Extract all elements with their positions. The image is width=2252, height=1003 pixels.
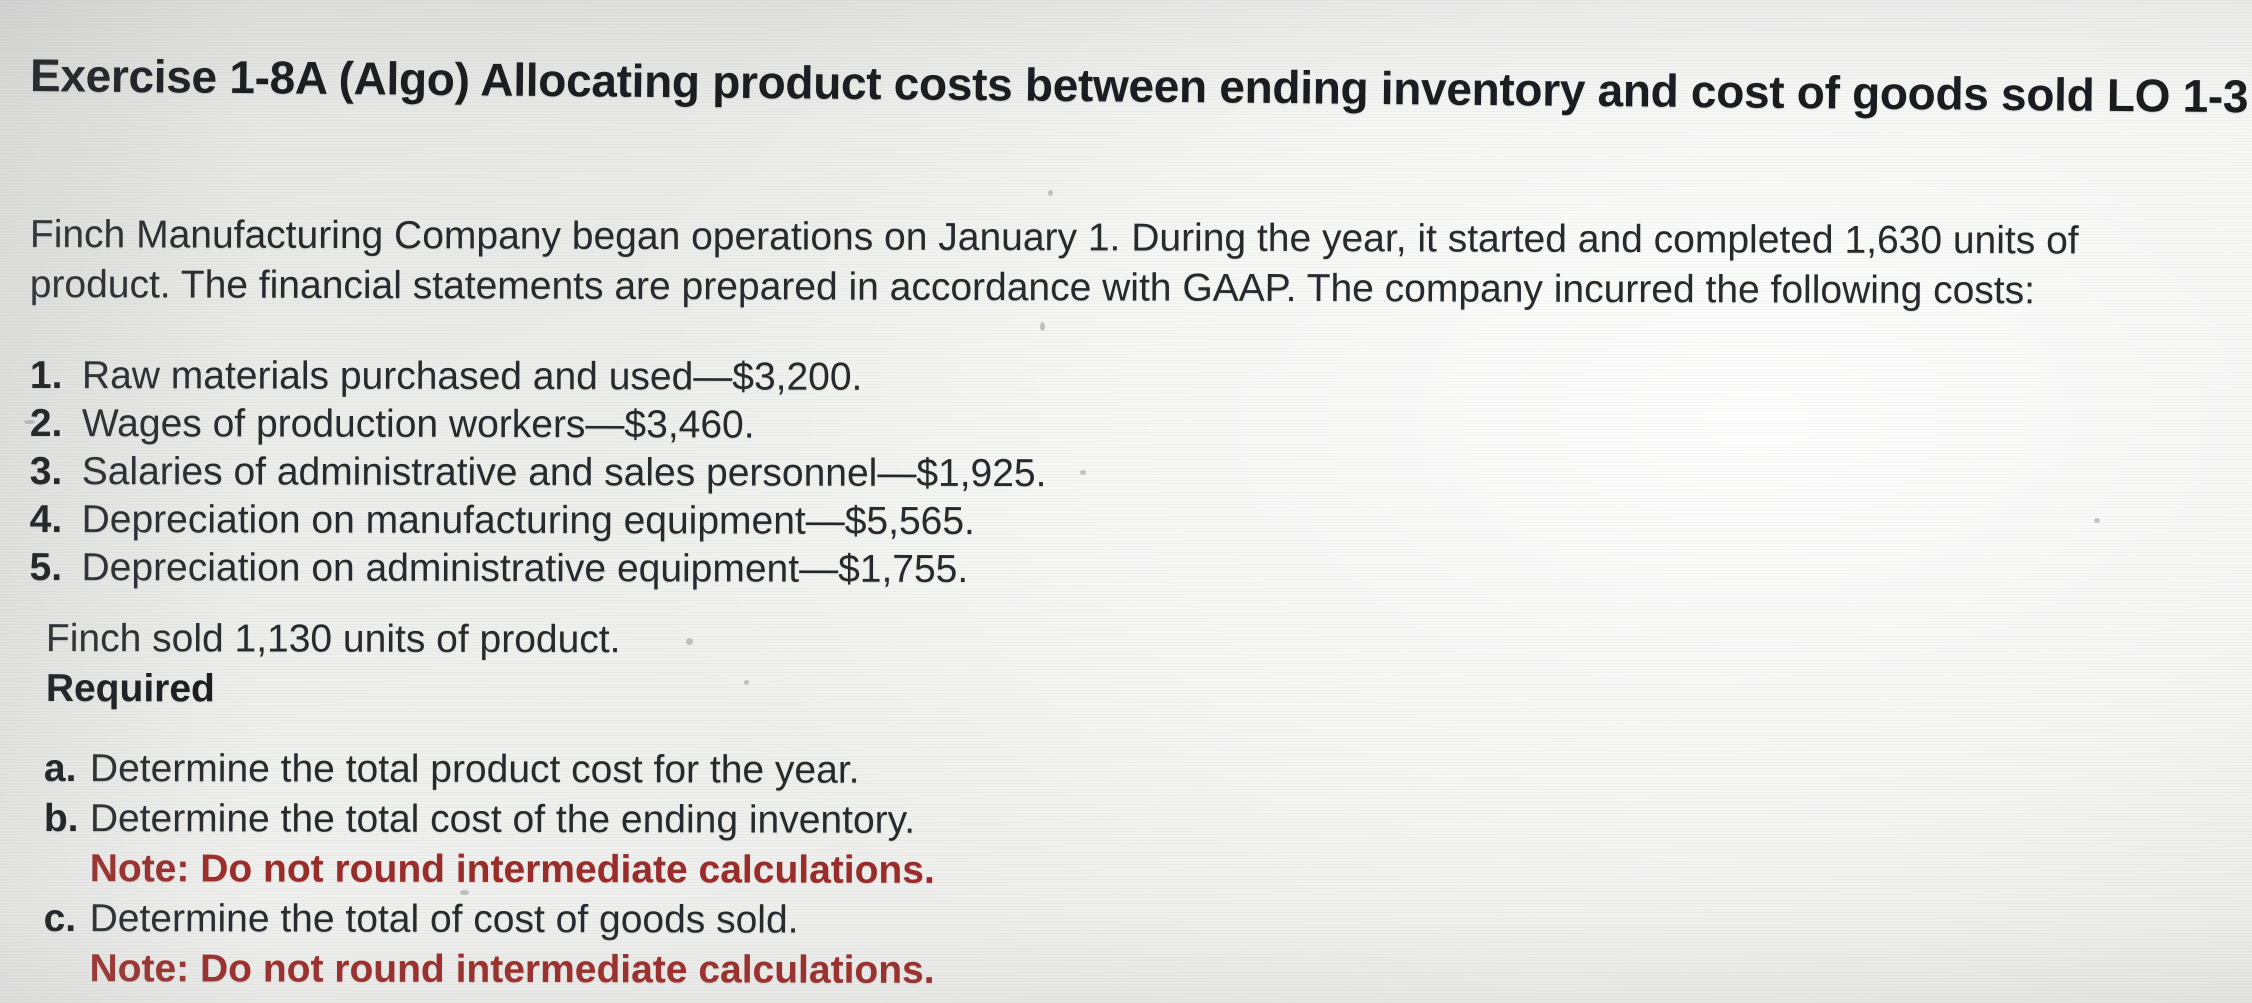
list-item-text: Salaries of administrative and sales per… — [81, 450, 1047, 496]
intro-paragraph: Finch Manufacturing Company began operat… — [29, 212, 2079, 313]
dust-speck — [686, 638, 693, 645]
required-heading: Required — [45, 666, 215, 711]
list-item: c. Determine the total of cost of goods … — [44, 894, 1444, 947]
list-item-marker: 3. — [29, 449, 63, 494]
page-title: Exercise 1-8A (Algo) Allocating product … — [29, 49, 2249, 123]
list-item-text: Raw materials purchased and used—$3,200. — [81, 354, 863, 399]
cost-items-list: 1. Raw materials purchased and used—$3,2… — [29, 352, 1629, 595]
dust-speck — [744, 680, 749, 685]
list-item-text: Determine the total cost of the ending i… — [89, 797, 916, 842]
list-item: a. Determine the total product cost for … — [44, 744, 1444, 797]
list-item-marker: 4. — [29, 497, 63, 542]
units-sold-line: Finch sold 1,130 units of product. — [45, 617, 621, 662]
list-item: 4. Depreciation on manufacturing equipme… — [30, 496, 1630, 547]
list-item-text: Depreciation on administrative equipment… — [81, 546, 969, 591]
list-item-text: Determine the total of cost of goods sol… — [89, 897, 799, 942]
list-item-marker: 5. — [29, 545, 63, 590]
dust-speck — [2094, 518, 2100, 523]
dust-speck — [1048, 190, 1053, 196]
list-item: b. Determine the total cost of the endin… — [44, 794, 1444, 847]
list-item-marker: a. — [43, 747, 77, 791]
dust-speck — [1040, 322, 1045, 331]
list-item: 3. Salaries of administrative and sales … — [30, 448, 1630, 499]
list-item-text: Depreciation on manufacturing equipment—… — [81, 498, 975, 543]
list-item-text: Wages of production workers—$3,460. — [81, 402, 755, 447]
list-item-marker: 1. — [29, 354, 63, 398]
required-items-list: a. Determine the total product cost for … — [43, 744, 1444, 997]
note-text: Note: Do not round intermediate calculat… — [89, 947, 935, 992]
list-item: 2. Wages of production workers—$3,460. — [30, 400, 1630, 451]
list-item: 5. Depreciation on administrative equipm… — [29, 544, 1629, 595]
list-item-marker: c. — [43, 896, 77, 941]
note-text: Note: Do not round intermediate calculat… — [89, 847, 935, 892]
list-item-text: Determine the total product cost for the… — [89, 747, 860, 792]
list-item-marker: 2. — [29, 401, 63, 446]
list-item-marker: b. — [43, 796, 79, 841]
list-item: 1. Raw materials purchased and used—$3,2… — [30, 352, 1630, 403]
units-sold-block: Finch sold 1,130 units of product. Requi… — [46, 614, 621, 715]
